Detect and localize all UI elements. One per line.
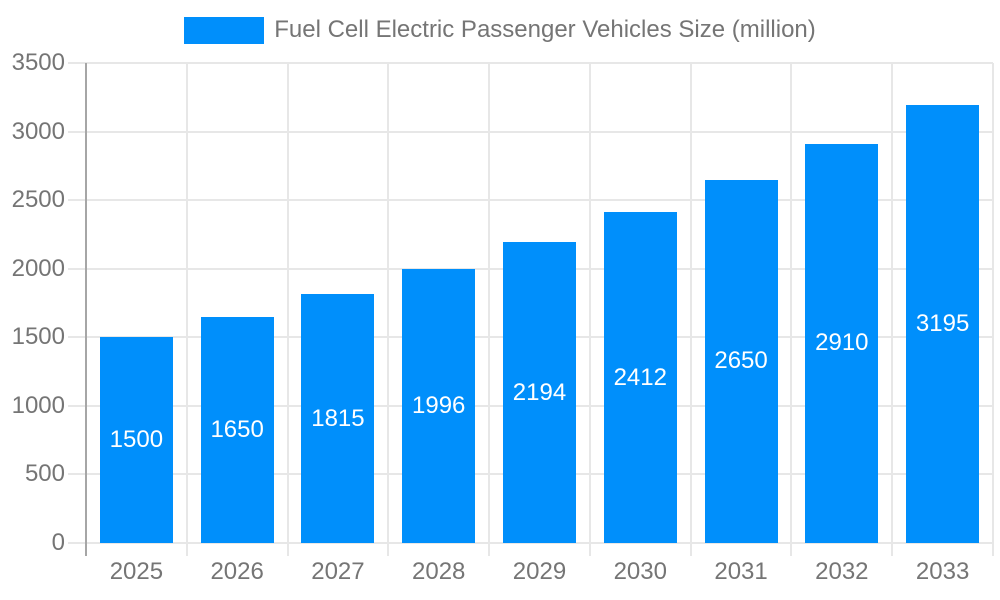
bar[interactable]: 2412	[603, 212, 677, 543]
bar-value-label: 2194	[512, 378, 567, 406]
y-gridline	[86, 62, 993, 64]
y-axis-tick	[68, 199, 86, 202]
legend-swatch-icon	[184, 16, 265, 44]
bar-value-label: 2412	[613, 363, 667, 391]
x-gridline	[286, 63, 289, 556]
y-axis-tick	[68, 336, 86, 339]
bar-value-label: 2650	[714, 347, 768, 375]
y-axis-label: 0	[51, 529, 65, 556]
x-gridline	[891, 63, 894, 556]
y-axis-label: 2000	[11, 254, 65, 282]
x-axis-label: 2026	[210, 558, 264, 585]
x-axis-label: 2030	[613, 558, 667, 585]
y-axis-tick	[68, 542, 86, 544]
legend-label: Fuel Cell Electric Passenger Vehicles Si…	[274, 16, 816, 43]
y-axis-tick	[68, 130, 86, 133]
bar-value-label: 1650	[210, 415, 264, 443]
y-axis-label: 3000	[11, 117, 65, 145]
x-axis-label: 2027	[311, 558, 365, 585]
x-axis-label: 2028	[412, 558, 466, 585]
x-axis-label: 2025	[109, 558, 164, 585]
y-gridline	[86, 130, 993, 133]
y-axis-line	[85, 63, 87, 556]
x-gridline	[387, 63, 390, 556]
bar[interactable]: 1650	[200, 316, 274, 543]
bar[interactable]: 2910	[805, 143, 879, 543]
y-axis-label: 500	[24, 460, 65, 488]
bar[interactable]: 2650	[704, 179, 778, 543]
y-axis-tick	[68, 404, 86, 407]
bar-value-label: 2910	[815, 329, 869, 357]
bar[interactable]: 1996	[402, 269, 476, 543]
bar[interactable]: 2194	[503, 242, 576, 543]
bar[interactable]: 3195	[906, 104, 980, 543]
x-gridline	[488, 63, 491, 556]
y-axis-label: 2500	[11, 186, 65, 214]
bar-value-label: 1500	[109, 426, 164, 454]
x-axis-label: 2032	[815, 558, 869, 585]
x-axis-label: 2033	[915, 558, 970, 585]
y-axis-label: 1000	[11, 391, 65, 419]
x-axis-label: 2031	[714, 558, 768, 585]
y-axis-tick	[68, 267, 86, 270]
y-gridline	[86, 542, 993, 544]
x-gridline	[185, 63, 188, 556]
x-gridline	[992, 63, 994, 556]
bar-value-label: 3195	[915, 309, 970, 337]
y-axis-label: 3500	[11, 49, 65, 76]
bar-value-label: 1815	[311, 404, 365, 432]
y-gridline	[86, 199, 993, 202]
y-axis-tick	[68, 62, 86, 64]
bar-value-label: 1996	[412, 392, 466, 420]
x-gridline	[790, 63, 793, 556]
legend[interactable]: Fuel Cell Electric Passenger Vehicles Si…	[0, 16, 1000, 44]
y-axis-label: 1500	[11, 323, 65, 351]
bar[interactable]: 1815	[301, 294, 375, 543]
x-gridline	[588, 63, 591, 556]
x-axis-label: 2029	[512, 558, 567, 585]
x-gridline	[689, 63, 692, 556]
y-axis-tick	[68, 473, 86, 476]
bar[interactable]: 1500	[99, 337, 173, 543]
